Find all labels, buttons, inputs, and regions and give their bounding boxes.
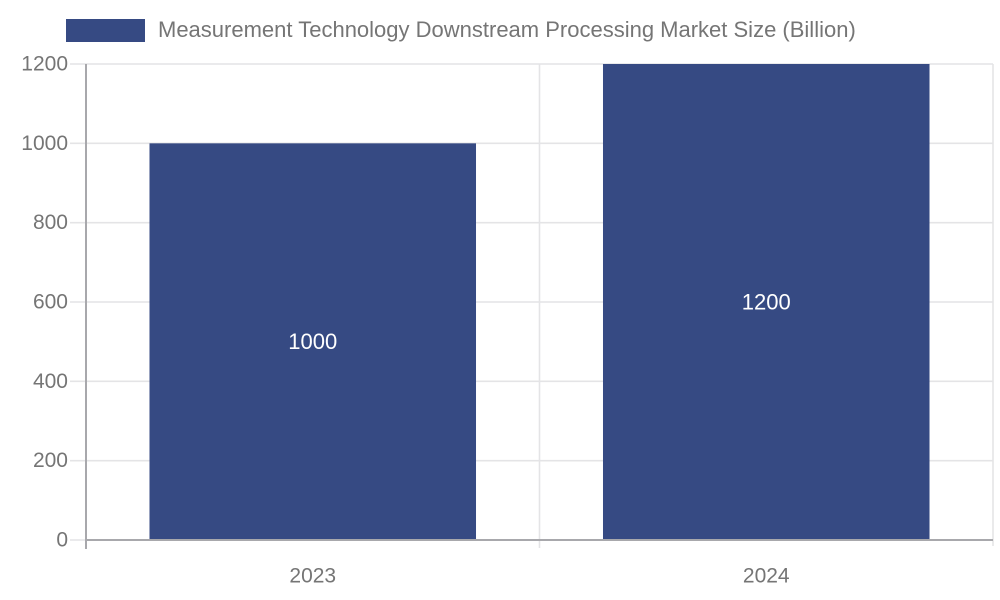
x-tick-label: 2024: [743, 565, 790, 588]
y-tick-label: 200: [33, 449, 68, 472]
y-tick-label: 600: [33, 291, 68, 314]
legend-label: Measurement Technology Downstream Proces…: [158, 17, 856, 42]
x-tick-label: 2023: [289, 565, 336, 588]
y-tick-label: 1000: [21, 132, 68, 155]
legend: Measurement Technology Downstream Proces…: [66, 17, 856, 43]
bar-value-label: 1000: [288, 329, 337, 354]
bar-2024: [602, 64, 930, 540]
bar-value-label: 1200: [742, 290, 791, 315]
bar-2023: [149, 143, 477, 541]
y-tick-label: 0: [56, 529, 68, 552]
legend-swatch: [66, 18, 145, 42]
y-tick-label: 400: [33, 370, 68, 393]
y-tick-label: 1200: [21, 53, 68, 76]
y-tick-label: 800: [33, 211, 68, 234]
